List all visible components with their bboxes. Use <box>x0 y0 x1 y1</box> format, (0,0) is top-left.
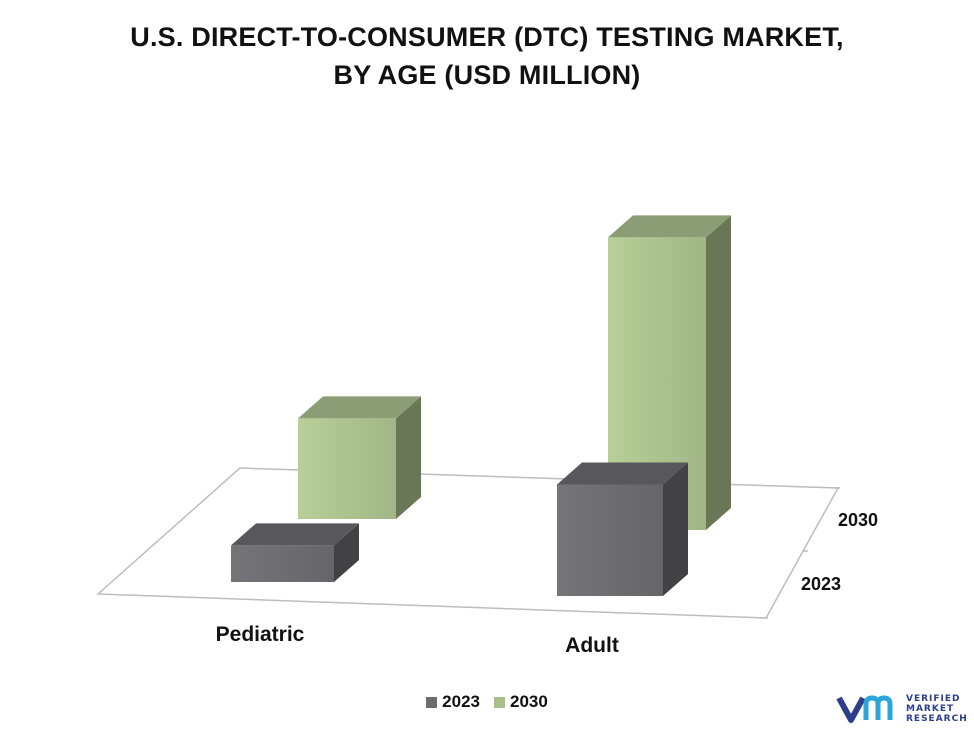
bar-2023-pediatric-top <box>231 523 359 546</box>
bar-2023-pediatric <box>231 545 334 582</box>
brand-line-3: RESEARCH <box>906 714 968 724</box>
bar-2023-pediatric-side <box>334 523 359 582</box>
bar-2023-adult-side <box>663 462 688 596</box>
bar-2030-adult-top <box>608 215 731 238</box>
bar-2030-pediatric <box>298 418 396 519</box>
bar-2030-adult-side <box>706 215 731 530</box>
legend-item-2023: 2023 <box>426 692 480 712</box>
chart-title-line-2: BY AGE (USD MILLION) <box>333 60 641 90</box>
chart-legend: 2023 2030 <box>0 692 974 712</box>
legend-swatch-2030 <box>494 696 505 708</box>
category-label-adult: Adult <box>565 634 619 657</box>
brand-logo: VERIFIED MARKET RESEARCH <box>836 692 968 728</box>
chart-title: U.S. DIRECT-TO-CONSUMER (DTC) TESTING MA… <box>0 18 974 94</box>
depth-label-2030: 2030 <box>838 510 878 530</box>
vmr-logo-icon <box>836 695 893 723</box>
bar-2023-adult <box>557 484 663 596</box>
brand-line-1: VERIFIED <box>906 694 961 704</box>
bar-2023-adult-top <box>557 462 688 485</box>
brand-text: VERIFIED MARKET RESEARCH <box>906 694 968 724</box>
legend-swatch-2023 <box>426 696 438 708</box>
chart-title-line-1: U.S. DIRECT-TO-CONSUMER (DTC) TESTING MA… <box>130 22 844 52</box>
depth-label-2023: 2023 <box>801 574 841 594</box>
category-label-pediatric: Pediatric <box>216 623 305 646</box>
brand-line-2: MARKET <box>906 704 955 714</box>
legend-item-2030: 2030 <box>494 692 548 712</box>
bar-2030-pediatric-side <box>396 396 421 519</box>
legend-label-2030: 2030 <box>510 692 548 711</box>
legend-label-2023: 2023 <box>442 692 480 711</box>
bar-2030-pediatric-top <box>298 396 421 419</box>
